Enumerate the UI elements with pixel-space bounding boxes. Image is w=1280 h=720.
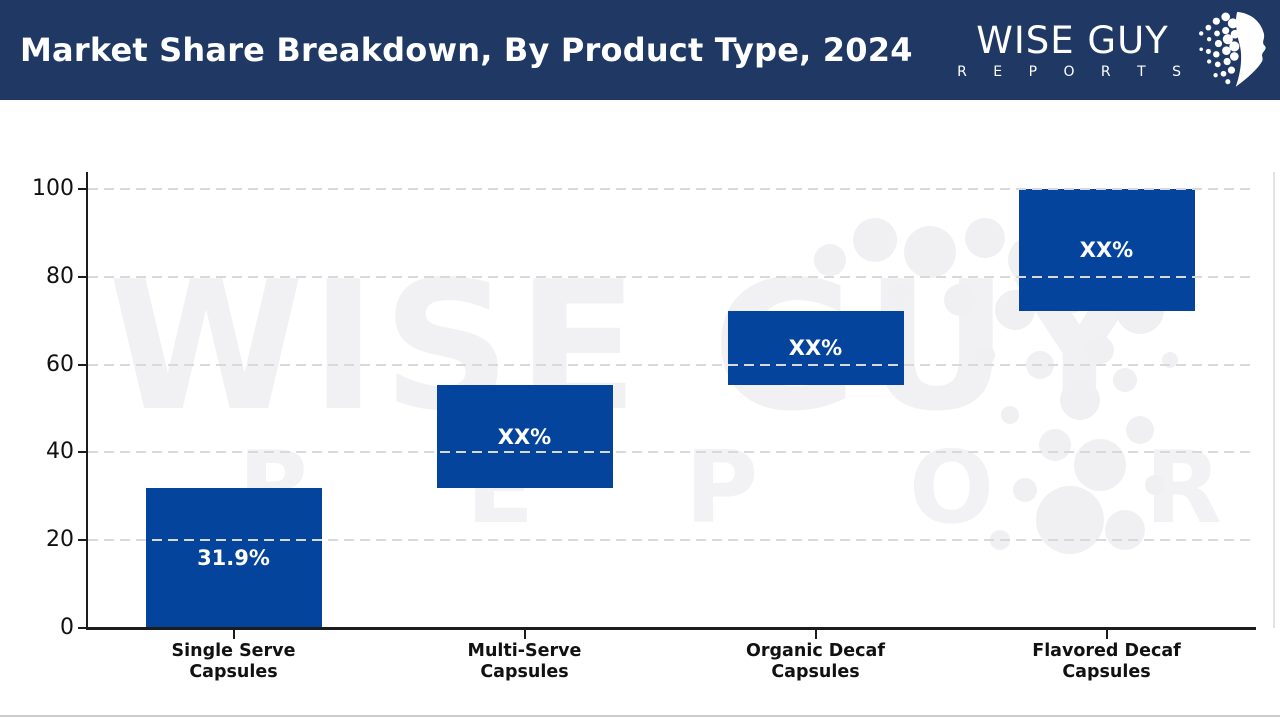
- x-tick: [1105, 630, 1108, 639]
- bar-value-label: XX%: [788, 335, 843, 360]
- brand-logo: WISE GUY R E P O R T S: [953, 4, 1266, 96]
- y-tick-label: 60: [46, 351, 74, 377]
- bar-segment: [436, 385, 613, 488]
- right-spine: [1273, 172, 1275, 628]
- y-tick-label: 20: [46, 527, 74, 553]
- gridline: [88, 451, 1252, 454]
- bar-value-label: XX%: [1079, 237, 1134, 262]
- gridline: [88, 275, 1252, 278]
- page-title: Market Share Breakdown, By Product Type,…: [20, 31, 913, 69]
- bar-value-label: 31.9%: [197, 545, 270, 570]
- y-tick: [78, 451, 87, 454]
- watermark-text: WISE GUY: [108, 243, 1150, 450]
- y-tick: [78, 188, 87, 190]
- header: Market Share Breakdown, By Product Type,…: [0, 0, 1280, 100]
- x-category-label-line: Flavored Decaf: [1032, 641, 1181, 661]
- x-category-label-line: Capsules: [189, 662, 278, 683]
- bar-segment: [145, 487, 322, 628]
- brand-head-icon: [1199, 11, 1266, 87]
- gridline: [88, 188, 1252, 190]
- bar-value-label: XX%: [497, 424, 552, 449]
- gridline: [88, 539, 1252, 542]
- x-tick: [523, 630, 526, 639]
- y-tick: [78, 363, 87, 366]
- x-axis-line: [86, 627, 1256, 630]
- bar-segment: [1018, 189, 1195, 311]
- x-tick: [232, 630, 235, 639]
- bar-segment: [727, 310, 904, 386]
- y-axis-line: [86, 172, 88, 629]
- y-tick: [78, 539, 87, 542]
- x-category-label: Organic Decaf Capsules: [686, 641, 946, 684]
- brand-logo-text: WISE GUY R E P O R T S: [953, 22, 1192, 79]
- y-tick-label: 100: [32, 176, 74, 201]
- y-tick: [78, 627, 87, 629]
- y-tick-label: 0: [60, 615, 74, 640]
- x-category-label-line: Capsules: [1062, 662, 1151, 683]
- brand-name: WISE GUY: [976, 18, 1169, 62]
- x-category-label-line: Capsules: [480, 662, 569, 683]
- y-tick: [78, 275, 87, 278]
- gridline: [88, 363, 1252, 366]
- x-category-label-line: Capsules: [771, 662, 860, 683]
- x-tick: [814, 630, 817, 639]
- x-category-label: Multi-Serve Capsules: [395, 641, 655, 684]
- y-tick-label: 40: [46, 439, 74, 465]
- x-category-label: Flavored Decaf Capsules: [977, 641, 1237, 684]
- x-category-label-line: Organic Decaf: [746, 641, 885, 661]
- x-category-label-line: Multi-Serve: [467, 641, 582, 661]
- brand-subtitle: R E P O R T S: [957, 63, 1192, 80]
- footer-divider: [0, 715, 1280, 717]
- y-tick-label: 80: [46, 263, 74, 289]
- x-category-label-line: Single Serve: [171, 641, 296, 661]
- x-category-label: Single Serve Capsules: [104, 641, 364, 684]
